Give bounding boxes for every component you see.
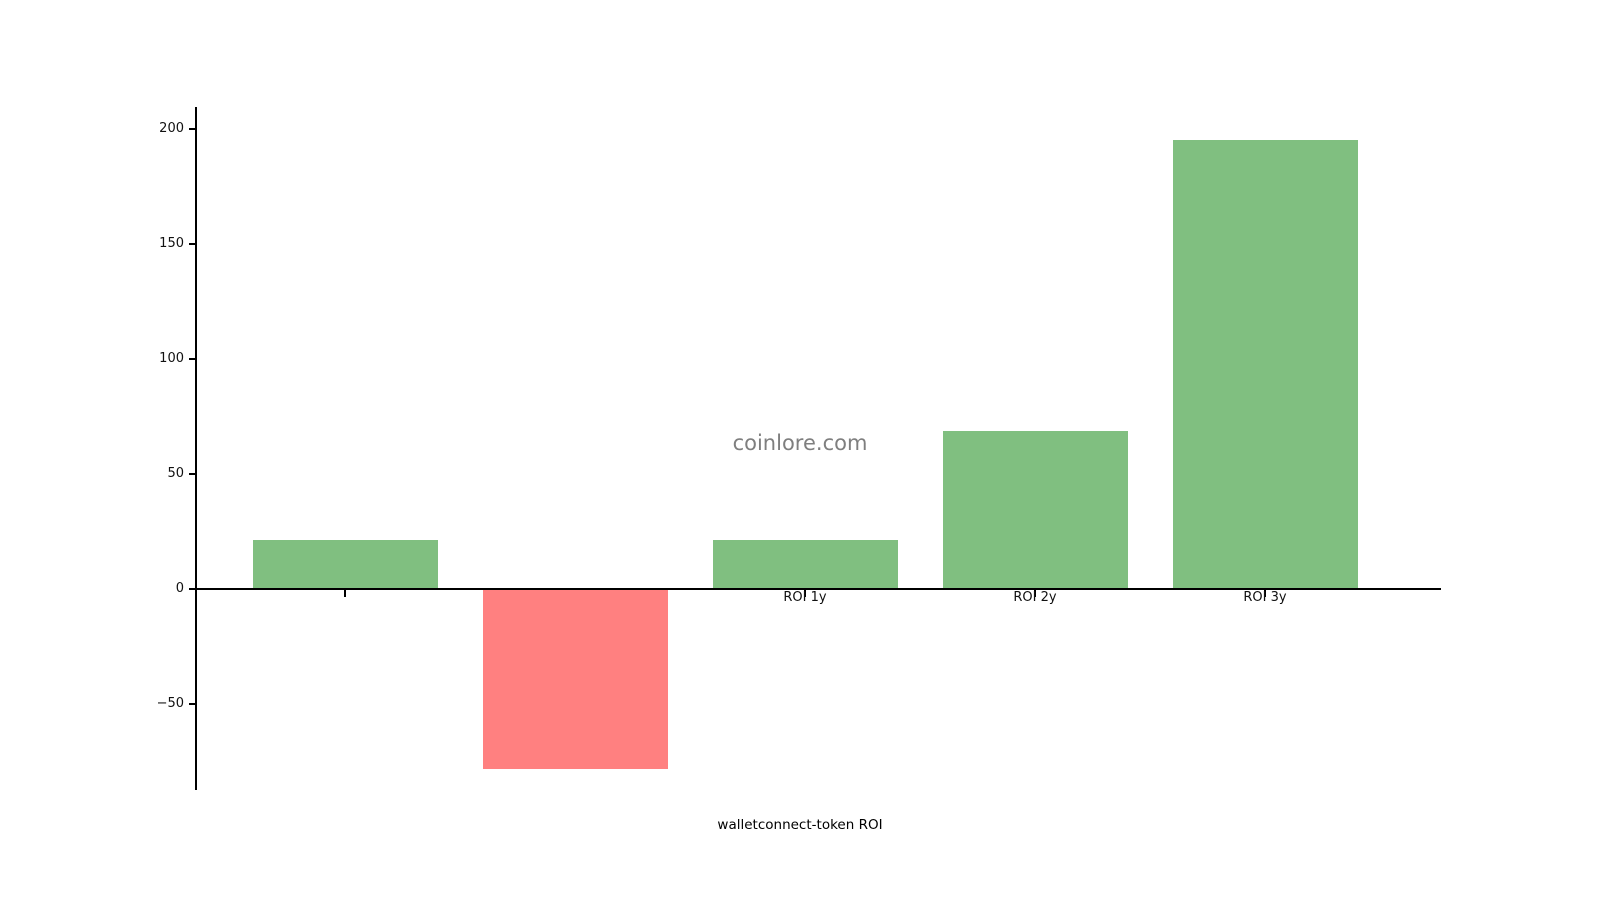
y-tick-mark [189, 128, 196, 130]
x-tick-label: ROI 3y [1243, 590, 1287, 605]
bar-roi-1y [712, 540, 898, 589]
y-tick-label: 0 [175, 581, 184, 596]
bar-roi-3y [1172, 140, 1358, 589]
y-tick-label: 50 [167, 466, 184, 481]
x-tick-mark [804, 589, 806, 597]
y-tick-label: 200 [159, 121, 184, 136]
y-tick-mark [189, 243, 196, 245]
x-tick-mark [344, 589, 346, 597]
y-axis-line [195, 107, 197, 790]
x-tick-mark [1264, 589, 1266, 597]
y-tick-mark [189, 703, 196, 705]
y-tick-label: −50 [156, 696, 184, 711]
bar-col-2 [482, 589, 668, 770]
y-tick-mark [189, 588, 196, 590]
x-axis-line [195, 588, 1441, 590]
x-tick-mark [1034, 589, 1036, 597]
y-tick-mark [189, 473, 196, 475]
x-tick-label: ROI 2y [1013, 590, 1057, 605]
y-tick-label: 100 [159, 351, 184, 366]
y-tick-label: 150 [159, 236, 184, 251]
chart-title: walletconnect-token ROI [717, 817, 883, 833]
watermark: coinlore.com [732, 431, 868, 455]
bar-col-1 [252, 540, 438, 589]
bar-roi-2y [942, 430, 1128, 589]
y-tick-mark [189, 358, 196, 360]
x-tick-label: ROI 1y [783, 590, 827, 605]
